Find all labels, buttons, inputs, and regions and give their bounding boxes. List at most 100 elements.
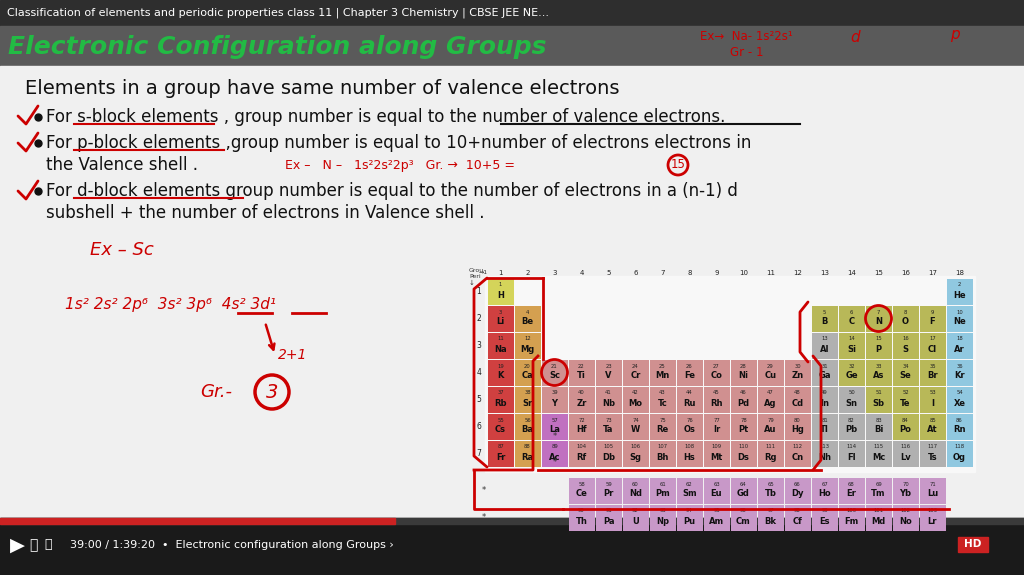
Bar xyxy=(920,477,945,504)
Text: Y: Y xyxy=(552,398,557,408)
Text: 18: 18 xyxy=(955,270,964,276)
Text: Bi: Bi xyxy=(873,426,883,435)
Text: 31: 31 xyxy=(821,363,827,369)
Text: Ba: Ba xyxy=(521,426,534,435)
Bar xyxy=(0,66,1024,518)
Text: 110: 110 xyxy=(738,444,749,450)
Bar xyxy=(703,440,729,466)
Bar xyxy=(784,440,811,466)
Text: Ru: Ru xyxy=(683,398,695,408)
Text: He: He xyxy=(953,290,966,300)
Text: 1s² 2s² 2p⁶  3s² 3p⁶  4s² 3d¹: 1s² 2s² 2p⁶ 3s² 3p⁶ 4s² 3d¹ xyxy=(65,297,276,312)
Text: Ce: Ce xyxy=(575,489,588,499)
Text: Tc: Tc xyxy=(657,398,668,408)
Text: Mt: Mt xyxy=(711,453,723,462)
Bar xyxy=(542,359,567,385)
Text: 37: 37 xyxy=(498,390,504,396)
Text: 6: 6 xyxy=(476,422,481,431)
Text: Ar: Ar xyxy=(954,344,965,354)
Bar xyxy=(946,386,973,412)
Bar xyxy=(758,504,783,531)
Text: Pb: Pb xyxy=(846,426,857,435)
Bar xyxy=(784,359,811,385)
Bar xyxy=(649,477,676,504)
Text: Cf: Cf xyxy=(793,516,803,526)
Text: Es: Es xyxy=(819,516,829,526)
Text: 59: 59 xyxy=(605,481,612,486)
Bar xyxy=(677,413,702,439)
Text: Ti: Ti xyxy=(578,371,586,381)
Text: 2: 2 xyxy=(476,314,481,323)
Bar xyxy=(784,477,811,504)
Bar xyxy=(703,504,729,531)
Text: For s-block elements , group number is equal to the number of valence electrons.: For s-block elements , group number is e… xyxy=(46,108,725,126)
Text: 51: 51 xyxy=(876,390,882,396)
Text: Ac: Ac xyxy=(549,453,560,462)
Text: Li: Li xyxy=(497,317,505,327)
Text: 9: 9 xyxy=(715,270,719,276)
Text: 73: 73 xyxy=(605,417,611,423)
Bar xyxy=(623,359,648,385)
Text: Kr: Kr xyxy=(954,371,965,381)
Text: Bh: Bh xyxy=(656,453,669,462)
Text: 40: 40 xyxy=(579,390,585,396)
Text: Pm: Pm xyxy=(655,489,670,499)
Bar xyxy=(623,386,648,412)
Bar xyxy=(596,440,622,466)
Bar xyxy=(703,386,729,412)
Text: *: * xyxy=(552,458,557,467)
Text: 72: 72 xyxy=(579,417,585,423)
Text: As: As xyxy=(872,371,884,381)
Bar xyxy=(920,440,945,466)
Bar xyxy=(487,413,513,439)
Text: *: * xyxy=(482,513,486,522)
Text: Rh: Rh xyxy=(711,398,723,408)
Bar xyxy=(542,440,567,466)
Text: Sg: Sg xyxy=(630,453,641,462)
Text: 2: 2 xyxy=(525,270,529,276)
Text: subshell + the number of electrons in Valence shell .: subshell + the number of electrons in Va… xyxy=(46,204,484,222)
Text: 60: 60 xyxy=(632,481,639,486)
Text: Tb: Tb xyxy=(765,489,776,499)
Text: Gr - 1: Gr - 1 xyxy=(730,45,764,59)
Text: 58: 58 xyxy=(579,481,585,486)
Bar xyxy=(487,305,513,332)
Text: 5: 5 xyxy=(823,309,826,315)
Bar xyxy=(758,440,783,466)
Text: Rg: Rg xyxy=(764,453,777,462)
Bar xyxy=(958,537,988,552)
Text: Mn: Mn xyxy=(655,371,670,381)
Text: Zn: Zn xyxy=(792,371,804,381)
Text: S: S xyxy=(902,344,908,354)
Text: Nh: Nh xyxy=(818,453,831,462)
Bar xyxy=(893,386,919,412)
Text: Rb: Rb xyxy=(495,398,507,408)
Text: 1: 1 xyxy=(476,287,481,296)
Text: Cm: Cm xyxy=(736,516,751,526)
Text: Grou: Grou xyxy=(469,268,484,273)
Bar xyxy=(514,305,541,332)
Text: 30: 30 xyxy=(795,363,801,369)
Text: Tm: Tm xyxy=(871,489,886,499)
Bar xyxy=(568,440,595,466)
Text: 2: 2 xyxy=(957,282,962,288)
Text: Na: Na xyxy=(495,344,507,354)
Text: Hs: Hs xyxy=(684,453,695,462)
Bar xyxy=(893,305,919,332)
Text: 56: 56 xyxy=(524,417,530,423)
Text: Ts: Ts xyxy=(928,453,937,462)
Text: Pd: Pd xyxy=(737,398,750,408)
Text: 112: 112 xyxy=(793,444,803,450)
Bar xyxy=(839,477,864,504)
Text: Mo: Mo xyxy=(629,398,642,408)
Text: Hf: Hf xyxy=(577,426,587,435)
Text: 8: 8 xyxy=(687,270,692,276)
Bar xyxy=(839,332,864,358)
Bar xyxy=(784,386,811,412)
Text: 57: 57 xyxy=(551,417,558,423)
Text: 1: 1 xyxy=(499,270,503,276)
Text: Sn: Sn xyxy=(846,398,857,408)
Text: Br: Br xyxy=(927,371,938,381)
Text: 55: 55 xyxy=(497,417,504,423)
Text: 35: 35 xyxy=(929,363,936,369)
